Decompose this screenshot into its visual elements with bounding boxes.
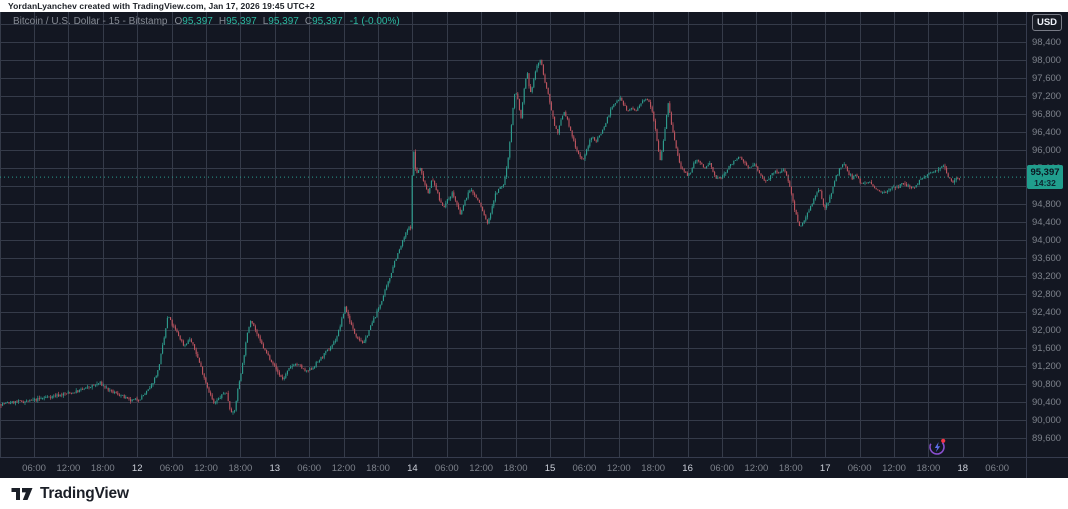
svg-text:92,000: 92,000 <box>1032 325 1061 336</box>
current-price-tag: 95,397 14:32 <box>1027 165 1063 189</box>
svg-text:15: 15 <box>545 463 556 474</box>
svg-text:90,000: 90,000 <box>1032 415 1061 426</box>
svg-text:12:00: 12:00 <box>745 463 769 474</box>
chart-svg[interactable]: 98,400 98,000 97,600 97,200 96,800 96,400 96,0… <box>0 12 1068 478</box>
svg-text:18:00: 18:00 <box>917 463 941 474</box>
tradingview-logo-icon <box>11 488 33 500</box>
svg-text:92,800: 92,800 <box>1032 289 1061 300</box>
svg-text:12:00: 12:00 <box>607 463 631 474</box>
svg-text:97,600: 97,600 <box>1032 73 1061 84</box>
svg-text:06:00: 06:00 <box>710 463 734 474</box>
svg-text:06:00: 06:00 <box>435 463 459 474</box>
svg-text:90,800: 90,800 <box>1032 379 1061 390</box>
svg-text:06:00: 06:00 <box>22 463 46 474</box>
notification-dot <box>941 438 946 443</box>
svg-text:12: 12 <box>132 463 143 474</box>
svg-text:97,200: 97,200 <box>1032 91 1061 102</box>
time-axis[interactable]: 06:00 12:00 18:00 12 06:00 12:00 18:00 13 06:00 1… <box>22 463 1009 474</box>
svg-text:93,600: 93,600 <box>1032 253 1061 264</box>
svg-text:13: 13 <box>270 463 281 474</box>
svg-text:06:00: 06:00 <box>848 463 872 474</box>
svg-text:92,400: 92,400 <box>1032 307 1061 318</box>
svg-text:90,400: 90,400 <box>1032 397 1061 408</box>
price-axis[interactable]: 98,400 98,000 97,600 97,200 96,800 96,400 96,0… <box>1032 37 1061 444</box>
svg-text:93,200: 93,200 <box>1032 271 1061 282</box>
svg-text:89,600: 89,600 <box>1032 433 1061 444</box>
svg-text:12:00: 12:00 <box>469 463 493 474</box>
tradingview-logo[interactable]: TradingView <box>11 485 129 503</box>
svg-text:12:00: 12:00 <box>57 463 81 474</box>
currency-toggle-button[interactable]: USD <box>1032 14 1062 31</box>
svg-text:06:00: 06:00 <box>573 463 597 474</box>
svg-text:18:00: 18:00 <box>641 463 665 474</box>
attribution-bar: YordanLyanchev created with TradingView.… <box>0 0 1068 12</box>
legend-change: -1 (-0.00%) <box>349 16 400 27</box>
svg-text:18:00: 18:00 <box>229 463 253 474</box>
svg-text:12:00: 12:00 <box>194 463 218 474</box>
legend-low: L95,397 <box>262 16 299 27</box>
chart-area[interactable]: 98,400 98,000 97,600 97,200 96,800 96,400 96,0… <box>0 12 1068 478</box>
svg-text:18:00: 18:00 <box>779 463 803 474</box>
legend: Bitcoin / U.S. Dollar - 15 - Bitstamp O9… <box>13 15 400 28</box>
tradingview-logo-text: TradingView <box>40 484 129 502</box>
lightning-bolt-icon <box>934 442 941 453</box>
legend-close: C95,397 <box>304 16 343 27</box>
svg-text:06:00: 06:00 <box>160 463 184 474</box>
svg-text:14: 14 <box>407 463 418 474</box>
svg-text:96,400: 96,400 <box>1032 127 1061 138</box>
svg-text:18:00: 18:00 <box>504 463 528 474</box>
svg-text:06:00: 06:00 <box>297 463 321 474</box>
grid-layer <box>0 12 1026 457</box>
svg-text:98,000: 98,000 <box>1032 55 1061 66</box>
svg-text:94,000: 94,000 <box>1032 235 1061 246</box>
svg-text:96,800: 96,800 <box>1032 109 1061 120</box>
svg-text:94,400: 94,400 <box>1032 217 1061 228</box>
svg-text:12:00: 12:00 <box>332 463 356 474</box>
svg-text:17: 17 <box>820 463 831 474</box>
bar-countdown: 14:32 <box>1034 177 1056 188</box>
legend-ohlc: O95,397 H95,397 L95,397 C95,397 <box>175 15 343 28</box>
svg-text:96,000: 96,000 <box>1032 145 1061 156</box>
svg-text:94,800: 94,800 <box>1032 199 1061 210</box>
legend-high: H95,397 <box>218 16 257 27</box>
attribution-text: YordanLyanchev created with TradingView.… <box>8 1 315 11</box>
svg-text:18: 18 <box>958 463 969 474</box>
legend-symbol-title: Bitcoin / U.S. Dollar - 15 - Bitstamp <box>13 16 168 27</box>
svg-text:16: 16 <box>682 463 693 474</box>
svg-text:18:00: 18:00 <box>91 463 115 474</box>
current-price-value: 95,397 <box>1030 166 1060 178</box>
svg-text:18:00: 18:00 <box>366 463 390 474</box>
candles-layer <box>0 59 960 415</box>
svg-text:91,600: 91,600 <box>1032 343 1061 354</box>
svg-text:98,400: 98,400 <box>1032 37 1061 48</box>
boost-icon[interactable] <box>928 436 948 456</box>
svg-text:06:00: 06:00 <box>985 463 1009 474</box>
chart-background <box>0 12 1068 478</box>
svg-text:91,200: 91,200 <box>1032 361 1061 372</box>
legend-open: O95,397 <box>174 16 213 27</box>
footer: TradingView <box>0 478 1068 509</box>
svg-text:12:00: 12:00 <box>882 463 906 474</box>
